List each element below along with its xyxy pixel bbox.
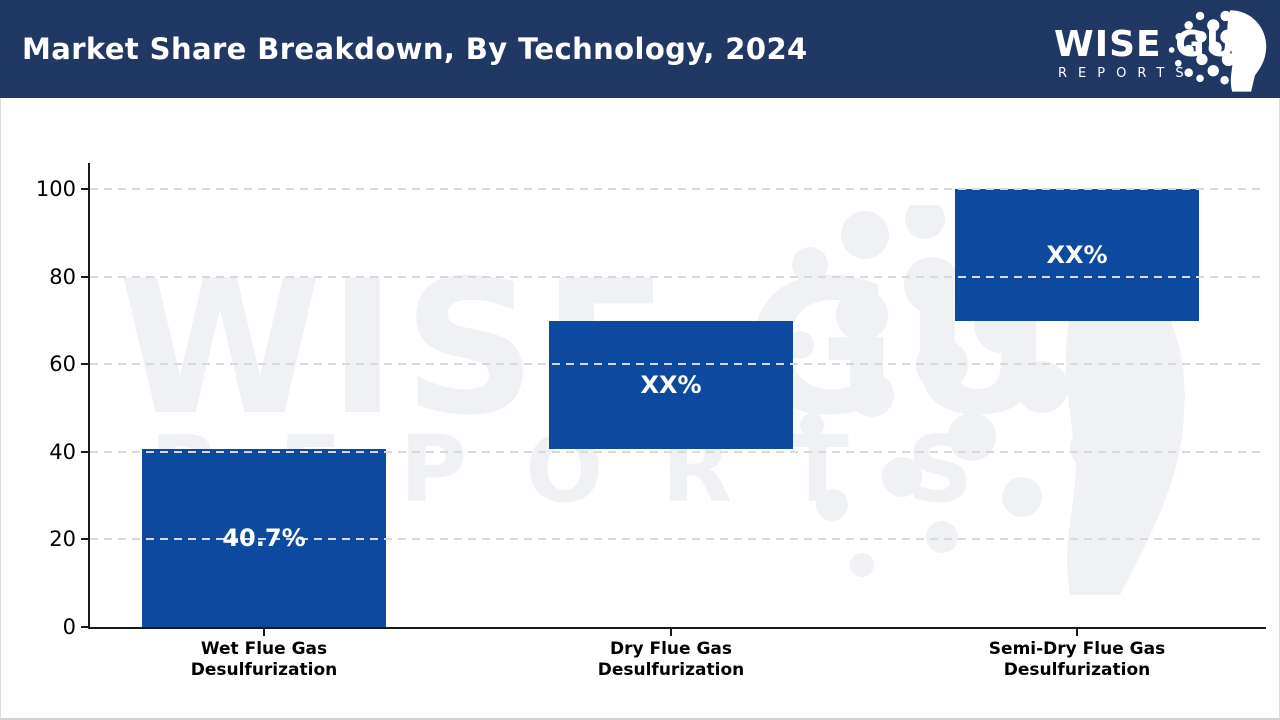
y-tick-mark [81, 626, 88, 628]
category-label: Wet Flue Gas Desulfurization [190, 639, 338, 680]
bar-value-label: XX% [640, 370, 702, 399]
header-bar: Market Share Breakdown, By Technology, 2… [0, 0, 1280, 98]
gridline [90, 538, 1264, 541]
gridline [90, 363, 1264, 366]
gridline [90, 188, 1264, 190]
gridline [90, 275, 1264, 278]
y-axis-line [88, 163, 90, 629]
y-tick-label: 40 [49, 439, 76, 464]
x-tick-mark [1076, 629, 1078, 636]
bar-1 [142, 448, 386, 627]
y-tick-mark [81, 363, 88, 366]
y-tick-label: 80 [49, 264, 76, 289]
y-tick-mark [81, 450, 88, 453]
y-tick-mark [81, 275, 88, 278]
y-tick-mark [81, 188, 88, 190]
left-border [0, 98, 1, 720]
bottom-border [0, 718, 1280, 720]
logo-subtitle: REPORTS [1058, 66, 1195, 81]
x-tick-mark [670, 629, 672, 636]
bar-value-label: XX% [1046, 240, 1108, 269]
watermark-face-icon [786, 205, 1185, 595]
y-tick-label: 0 [62, 615, 76, 639]
bar-2 [549, 320, 793, 449]
y-tick-label: 60 [49, 352, 76, 377]
x-tick-mark [263, 629, 265, 636]
category-label: Dry Flue Gas Desulfurization [597, 639, 745, 680]
gridline [90, 450, 1264, 453]
y-tick-label: 100 [35, 177, 76, 201]
y-tick-label: 20 [49, 527, 76, 552]
brand-logo: WISE GUY REPORTS [1026, 6, 1267, 92]
x-axis-line [88, 627, 1266, 629]
bar-3 [955, 189, 1199, 321]
y-tick-mark [81, 538, 88, 541]
bar-value-label: 40.7% [222, 523, 306, 552]
category-label: Semi-Dry Flue Gas Desulfurization [988, 639, 1166, 680]
page-title: Market Share Breakdown, By Technology, 2… [22, 32, 808, 66]
logo-face-icon [1168, 10, 1267, 92]
